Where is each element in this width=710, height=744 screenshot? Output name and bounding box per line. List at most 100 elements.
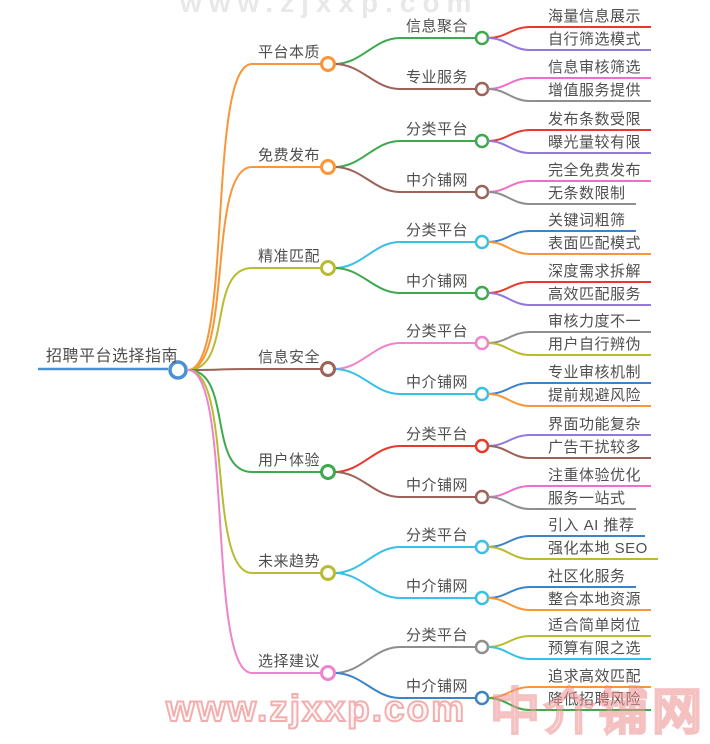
branch-0-child-0-leaf-0-label[interactable]: 海量信息展示 xyxy=(548,8,642,25)
branch-6-child-0-label[interactable]: 分类平台 xyxy=(406,627,469,644)
branch-4-child-0-connector xyxy=(334,445,476,473)
branch-0-child-0-label[interactable]: 信息聚合 xyxy=(406,18,469,35)
branch-3-child-1-leaf-1-label[interactable]: 提前规避风险 xyxy=(548,387,642,404)
branch-5-child-0-label[interactable]: 分类平台 xyxy=(406,527,469,544)
branch-3-child-0-label[interactable]: 分类平台 xyxy=(406,323,469,340)
branch-5-child-1-label[interactable]: 中介铺网 xyxy=(406,578,469,595)
branch-2-child-1-leaf-1-label[interactable]: 高效匹配服务 xyxy=(548,286,642,303)
branch-2-label[interactable]: 精准匹配 xyxy=(258,248,321,265)
branch-6-child-1-leaf-0-label[interactable]: 追求高效匹配 xyxy=(548,668,642,685)
branch-1-expander[interactable] xyxy=(320,159,336,175)
branch-0-label[interactable]: 平台本质 xyxy=(258,44,321,61)
branch-0-child-1-expander[interactable] xyxy=(474,81,490,97)
branch-4-child-1-label[interactable]: 中介铺网 xyxy=(406,477,469,494)
branch-1-child-0-leaf-0-label[interactable]: 发布条数受限 xyxy=(548,111,642,128)
branch-5-child-0-leaf-0-label[interactable]: 引入 AI 推荐 xyxy=(548,517,635,534)
branch-1-child-0-expander[interactable] xyxy=(474,133,490,149)
branch-5-child-1-leaf-0-label[interactable]: 社区化服务 xyxy=(548,568,626,585)
branch-3-child-0-expander[interactable] xyxy=(474,335,490,351)
branch-6-child-1-leaf-1-label[interactable]: 降低招聘风险 xyxy=(548,691,642,708)
branch-2-child-0-label[interactable]: 分类平台 xyxy=(406,222,469,239)
branch-3-child-1-leaf-1-connector xyxy=(487,393,651,407)
branch-4-child-1-leaf-1-label[interactable]: 服务一站式 xyxy=(548,490,626,507)
branch-5-child-1-leaf-1-label[interactable]: 整合本地资源 xyxy=(548,591,642,608)
branch-0-child-1-connector xyxy=(334,63,476,90)
branch-6-child-0-expander[interactable] xyxy=(474,639,490,655)
branch-1-child-0-leaf-1-label[interactable]: 曝光量较有限 xyxy=(548,134,642,151)
branch-6-child-1-leaf-1-connector xyxy=(487,697,651,711)
branch-5-child-1-leaf-1-connector xyxy=(487,597,651,611)
branch-6-child-1-expander[interactable] xyxy=(474,690,490,706)
branch-6-child-0-leaf-0-label[interactable]: 适合简单岗位 xyxy=(548,617,642,634)
branch-4-child-1-leaf-1-connector xyxy=(487,496,636,510)
branch-1-label[interactable]: 免费发布 xyxy=(258,147,321,164)
branch-0-child-0-leaf-1-connector xyxy=(487,37,651,51)
branch-3-child-1-leaf-0-label[interactable]: 专业审核机制 xyxy=(548,364,642,381)
branch-6-child-0-leaf-1-label[interactable]: 预算有限之选 xyxy=(548,640,642,657)
branch-4-child-1-leaf-0-label[interactable]: 注重体验优化 xyxy=(548,467,642,484)
branch-2-child-0-connector xyxy=(334,241,476,269)
branch-2-child-0-leaf-0-label[interactable]: 关键词粗筛 xyxy=(548,212,626,229)
branch-6-child-0-leaf-1-connector xyxy=(487,646,651,660)
branch-3-connector xyxy=(187,368,322,371)
branch-6-expander[interactable] xyxy=(320,665,336,681)
branch-0-child-0-connector xyxy=(334,37,476,65)
branch-3-child-1-connector xyxy=(334,368,476,395)
branch-5-child-0-leaf-1-connector xyxy=(487,546,658,560)
branch-2-child-1-connector xyxy=(334,267,476,294)
branch-3-child-0-leaf-0-label[interactable]: 审核力度不一 xyxy=(548,313,642,330)
branch-3-child-0-leaf-1-label[interactable]: 用户自行辨伪 xyxy=(548,336,642,353)
branch-6-child-1-label[interactable]: 中介铺网 xyxy=(406,678,469,695)
branch-0-child-1-leaf-1-label[interactable]: 增值服务提供 xyxy=(548,82,642,99)
branch-2-child-0-leaf-1-connector xyxy=(487,241,651,255)
branch-1-child-1-connector xyxy=(334,166,476,193)
branch-5-expander[interactable] xyxy=(320,565,336,581)
branch-4-child-0-expander[interactable] xyxy=(474,438,490,454)
branch-5-child-0-leaf-1-label[interactable]: 强化本地 SEO xyxy=(548,540,648,557)
root-expander[interactable] xyxy=(168,360,188,380)
branch-4-child-0-label[interactable]: 分类平台 xyxy=(406,426,469,443)
branch-0-child-0-expander[interactable] xyxy=(474,30,490,46)
branch-6-connector xyxy=(187,369,322,674)
branch-4-expander[interactable] xyxy=(320,464,336,480)
branch-0-expander[interactable] xyxy=(320,56,336,72)
branch-4-connector xyxy=(187,369,322,473)
branch-2-child-0-leaf-1-label[interactable]: 表面匹配模式 xyxy=(548,235,642,252)
branch-0-connector xyxy=(187,63,322,371)
branch-2-child-0-expander[interactable] xyxy=(474,234,490,250)
branch-0-child-0-leaf-1-label[interactable]: 自行筛选模式 xyxy=(548,31,642,48)
branch-1-child-1-leaf-1-connector xyxy=(487,191,636,205)
branch-1-child-1-leaf-0-label[interactable]: 完全免费发布 xyxy=(548,162,642,179)
branch-4-child-0-leaf-1-label[interactable]: 广告干扰较多 xyxy=(548,439,642,456)
branch-5-child-0-expander[interactable] xyxy=(474,539,490,555)
branch-4-child-1-connector xyxy=(334,471,476,498)
branch-4-child-0-leaf-1-connector xyxy=(487,445,651,459)
branch-2-expander[interactable] xyxy=(320,260,336,276)
branch-5-label[interactable]: 未来趋势 xyxy=(258,553,321,570)
branch-5-child-1-expander[interactable] xyxy=(474,590,490,606)
branch-3-child-1-label[interactable]: 中介铺网 xyxy=(406,374,469,391)
branch-6-child-1-connector xyxy=(334,672,476,699)
branch-1-child-1-label[interactable]: 中介铺网 xyxy=(406,172,469,189)
branch-0-child-1-leaf-0-label[interactable]: 信息审核筛选 xyxy=(548,59,642,76)
branch-2-child-1-leaf-0-label[interactable]: 深度需求拆解 xyxy=(548,263,642,280)
branch-0-child-1-leaf-1-connector xyxy=(487,88,651,102)
branch-3-expander[interactable] xyxy=(320,361,336,377)
branch-1-child-1-leaf-1-label[interactable]: 无条数限制 xyxy=(548,185,626,202)
branch-5-child-1-connector xyxy=(334,572,476,599)
branch-1-child-1-expander[interactable] xyxy=(474,184,490,200)
branch-3-label[interactable]: 信息安全 xyxy=(258,349,321,366)
branch-2-child-1-leaf-1-connector xyxy=(487,292,651,306)
branch-3-child-0-leaf-1-connector xyxy=(487,342,651,356)
branch-1-child-0-label[interactable]: 分类平台 xyxy=(406,121,469,138)
mindmap-connectors xyxy=(38,26,658,711)
branch-3-child-1-expander[interactable] xyxy=(474,386,490,402)
branch-4-child-0-leaf-0-label[interactable]: 界面功能复杂 xyxy=(548,416,642,433)
root-node-label[interactable]: 招聘平台选择指南 xyxy=(46,348,179,365)
branch-2-child-1-label[interactable]: 中介铺网 xyxy=(406,273,469,290)
branch-0-child-1-label[interactable]: 专业服务 xyxy=(406,69,469,86)
branch-2-child-1-expander[interactable] xyxy=(474,285,490,301)
branch-4-child-1-expander[interactable] xyxy=(474,489,490,505)
branch-6-label[interactable]: 选择建议 xyxy=(258,653,321,670)
branch-4-label[interactable]: 用户体验 xyxy=(258,452,321,469)
